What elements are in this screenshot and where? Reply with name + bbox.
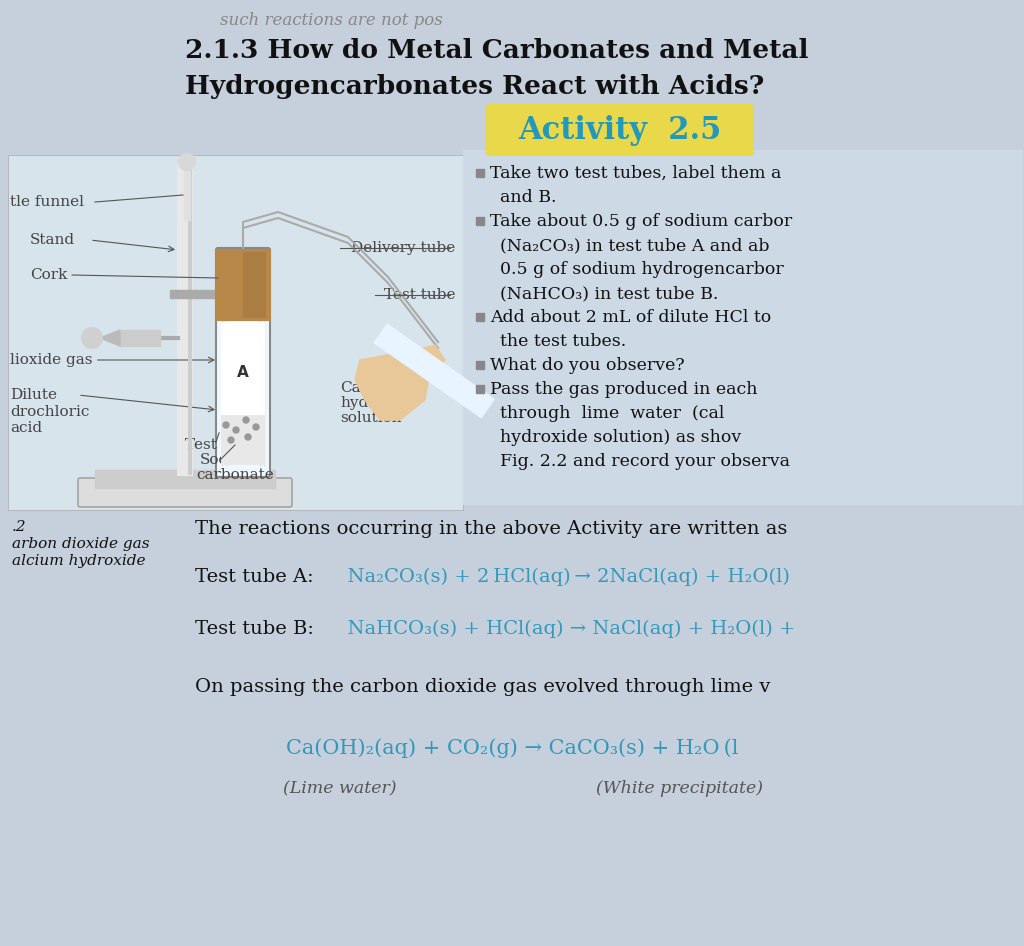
Text: Add about 2 mL of dilute HCl to: Add about 2 mL of dilute HCl to — [490, 309, 771, 326]
Text: acid: acid — [10, 421, 42, 435]
Text: Na₂CO₃(s) + 2 HCl(aq) → 2NaCl(aq) + H₂O(l): Na₂CO₃(s) + 2 HCl(aq) → 2NaCl(aq) + H₂O(… — [335, 568, 790, 587]
Text: .2: .2 — [12, 520, 27, 534]
Circle shape — [233, 427, 239, 433]
Text: What do you observe?: What do you observe? — [490, 357, 685, 374]
Bar — [95, 470, 275, 488]
Text: Test tube A:: Test tube A: — [195, 568, 313, 586]
Text: Ca(OH)₂(aq) + CO₂(g) → CaCO₃(s) + H₂O (l: Ca(OH)₂(aq) + CO₂(g) → CaCO₃(s) + H₂O (l — [286, 738, 738, 758]
Polygon shape — [100, 330, 120, 346]
FancyBboxPatch shape — [78, 478, 292, 507]
FancyBboxPatch shape — [463, 150, 1023, 505]
Text: Take about 0.5 g of sodium carbor: Take about 0.5 g of sodium carbor — [490, 213, 793, 230]
Text: through  lime  water  (cal: through lime water (cal — [500, 405, 724, 422]
Text: (Na₂CO₃) in test tube A and ab: (Na₂CO₃) in test tube A and ab — [500, 237, 769, 254]
Text: Calcium: Calcium — [340, 381, 403, 395]
Text: (White precipitate): (White precipitate) — [597, 780, 764, 797]
Text: Dilute: Dilute — [10, 388, 57, 402]
Bar — [178, 165, 193, 475]
Circle shape — [82, 328, 102, 348]
Text: Activity  2.5: Activity 2.5 — [518, 114, 722, 146]
Text: hydroxide: hydroxide — [340, 396, 417, 410]
Circle shape — [228, 437, 234, 443]
Text: Cork: Cork — [30, 268, 68, 282]
Bar — [228, 282, 240, 304]
Text: A: A — [238, 364, 249, 379]
FancyBboxPatch shape — [8, 155, 463, 510]
FancyBboxPatch shape — [216, 248, 270, 477]
Text: Pass the gas produced in each: Pass the gas produced in each — [490, 381, 758, 398]
Text: and B.: and B. — [500, 189, 556, 206]
FancyBboxPatch shape — [486, 104, 754, 156]
Circle shape — [253, 424, 259, 430]
Text: Take two test tubes, label them a: Take two test tubes, label them a — [490, 165, 781, 182]
Bar — [188, 165, 193, 475]
Bar — [476, 313, 484, 321]
Polygon shape — [355, 350, 430, 420]
Text: Stand: Stand — [30, 233, 75, 247]
Text: alcium hydroxide: alcium hydroxide — [12, 554, 145, 568]
Text: lioxide gas: lioxide gas — [10, 353, 92, 367]
Bar — [476, 361, 484, 369]
Bar — [221, 415, 265, 465]
Polygon shape — [415, 345, 445, 375]
Circle shape — [243, 417, 249, 423]
Text: (Lime water): (Lime water) — [284, 780, 396, 797]
Bar — [476, 169, 484, 177]
Bar — [221, 322, 265, 422]
Text: Test tube B:: Test tube B: — [195, 620, 314, 638]
Circle shape — [179, 154, 195, 170]
Text: The reactions occurring in the above Activity are written as: The reactions occurring in the above Act… — [195, 520, 787, 538]
Text: hydroxide solution) as shov: hydroxide solution) as shov — [500, 429, 741, 446]
Text: Sodium: Sodium — [200, 453, 258, 467]
Text: On passing the carbon dioxide gas evolved through lime v: On passing the carbon dioxide gas evolve… — [195, 678, 770, 696]
Text: 2.1.3 How do Metal Carbonates and Metal: 2.1.3 How do Metal Carbonates and Metal — [185, 38, 809, 63]
Bar — [243, 252, 266, 318]
Text: arbon dioxide gas: arbon dioxide gas — [12, 537, 150, 551]
Bar — [375, 324, 494, 417]
Text: Delivery tube: Delivery tube — [351, 241, 455, 255]
Bar — [216, 250, 270, 320]
Circle shape — [223, 422, 229, 428]
Text: NaHCO₃(s) + HCl(aq) → NaCl(aq) + H₂O(l) +: NaHCO₃(s) + HCl(aq) → NaCl(aq) + H₂O(l) … — [335, 620, 796, 639]
Text: carbonate: carbonate — [196, 468, 273, 482]
Text: (NaHCO₃) in test tube B.: (NaHCO₃) in test tube B. — [500, 285, 719, 302]
Text: Test tube: Test tube — [185, 438, 256, 452]
Text: Hydrogencarbonates React with Acids?: Hydrogencarbonates React with Acids? — [185, 74, 764, 99]
Bar — [120, 330, 160, 346]
Text: solution: solution — [340, 411, 401, 425]
Text: the test tubes.: the test tubes. — [500, 333, 627, 350]
Circle shape — [245, 434, 251, 440]
Text: tle funnel: tle funnel — [10, 195, 84, 209]
Text: such reactions are not pos: such reactions are not pos — [220, 12, 442, 29]
Text: drochloric: drochloric — [10, 405, 89, 419]
Text: Test tube: Test tube — [384, 288, 455, 302]
Bar — [170, 290, 230, 298]
Bar — [476, 217, 484, 225]
Bar — [476, 385, 484, 393]
Text: Fig. 2.2 and record your observa: Fig. 2.2 and record your observa — [500, 453, 790, 470]
Text: 0.5 g of sodium hydrogencarbor: 0.5 g of sodium hydrogencarbor — [500, 261, 783, 278]
Bar — [184, 165, 190, 220]
